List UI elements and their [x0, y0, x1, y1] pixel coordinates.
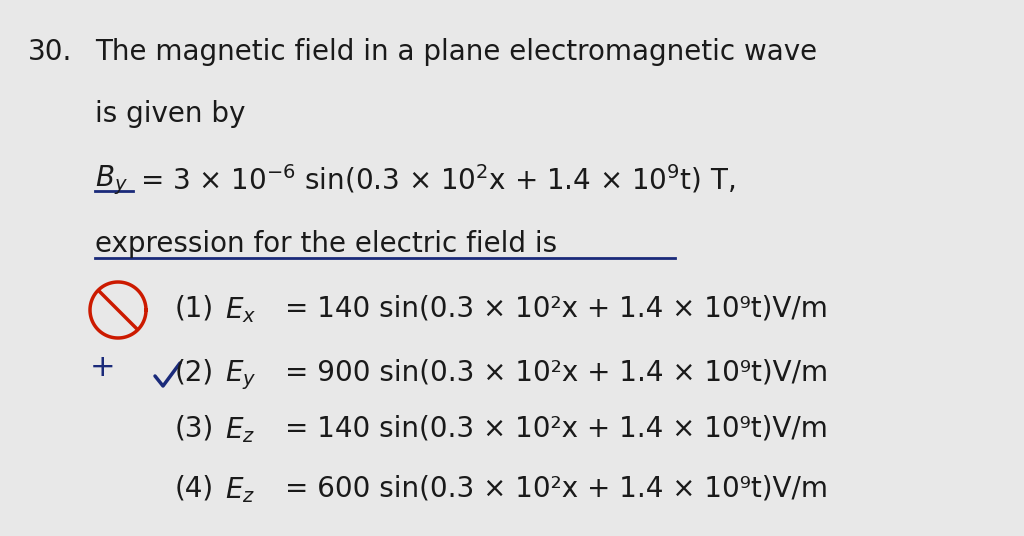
Text: $E_z$: $E_z$ — [225, 415, 255, 445]
Text: (2): (2) — [175, 358, 214, 386]
Text: = 3 $\times$ 10$^{-6}$ sin(0.3 $\times$ 10$^2$x + 1.4 $\times$ 10$^9$t) T,: = 3 $\times$ 10$^{-6}$ sin(0.3 $\times$ … — [140, 163, 735, 196]
Text: $B_y$: $B_y$ — [95, 163, 128, 197]
Text: The magnetic field in a plane electromagnetic wave: The magnetic field in a plane electromag… — [95, 38, 817, 66]
Text: is given by: is given by — [95, 100, 246, 128]
Text: $E_x$: $E_x$ — [225, 295, 256, 325]
Text: $E_y$: $E_y$ — [225, 358, 256, 392]
Text: (4): (4) — [175, 475, 214, 503]
Text: $E_z$: $E_z$ — [225, 475, 255, 505]
Text: expression for the electric field is: expression for the electric field is — [95, 230, 557, 258]
Text: = 140 sin(0.3 × 10²x + 1.4 × 10⁹t)V/m: = 140 sin(0.3 × 10²x + 1.4 × 10⁹t)V/m — [285, 295, 827, 323]
Text: (1): (1) — [175, 295, 214, 323]
Text: = 900 sin(0.3 × 10²x + 1.4 × 10⁹t)V/m: = 900 sin(0.3 × 10²x + 1.4 × 10⁹t)V/m — [285, 358, 828, 386]
Text: = 600 sin(0.3 × 10²x + 1.4 × 10⁹t)V/m: = 600 sin(0.3 × 10²x + 1.4 × 10⁹t)V/m — [285, 475, 828, 503]
Text: = 140 sin(0.3 × 10²x + 1.4 × 10⁹t)V/m: = 140 sin(0.3 × 10²x + 1.4 × 10⁹t)V/m — [285, 415, 827, 443]
Text: (3): (3) — [175, 415, 214, 443]
Text: 30.: 30. — [28, 38, 73, 66]
Text: +: + — [90, 353, 116, 382]
